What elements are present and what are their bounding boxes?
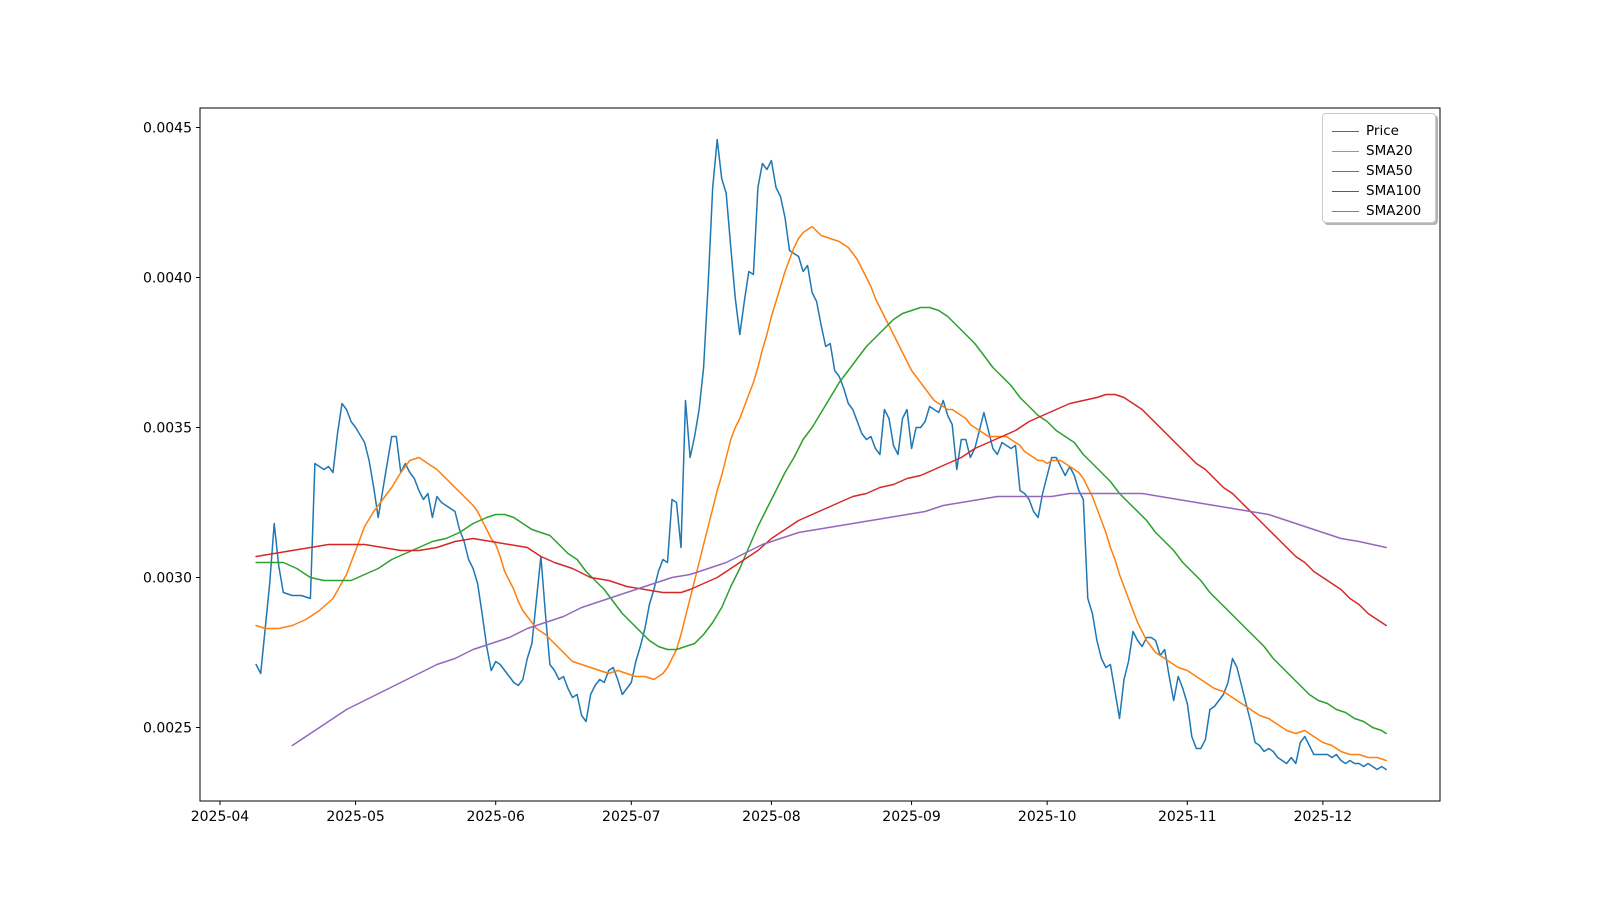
series-line-sma200 — [291, 492, 1387, 747]
legend-entry-sma200: SMA200 — [1332, 201, 1425, 221]
x-tick-label: 2025-12 — [1294, 809, 1353, 825]
legend-box: Price SMA20 SMA50 SMA100 SMA200 — [1322, 113, 1436, 223]
legend-line-sample-sma20 — [1332, 150, 1359, 152]
x-tick-label: 2025-10 — [1018, 809, 1077, 825]
series-line-sma50 — [255, 306, 1387, 735]
y-tick-label: 0.0035 — [143, 421, 192, 437]
legend-label: SMA200 — [1366, 203, 1422, 219]
legend-label: SMA20 — [1366, 143, 1413, 159]
y-tick-label: 0.0030 — [143, 571, 192, 587]
legend-label: Price — [1366, 123, 1399, 139]
series-line-sma20 — [255, 225, 1387, 762]
y-tick-label: 0.0025 — [143, 721, 192, 737]
legend-line-sample-price — [1332, 130, 1359, 132]
x-tick-label: 2025-09 — [882, 809, 941, 825]
plot-frame — [199, 107, 1441, 802]
legend-entry-sma50: SMA50 — [1332, 161, 1425, 181]
series-line-sma100 — [255, 393, 1387, 627]
legend-line-sample-sma200 — [1332, 210, 1359, 212]
x-tick-label: 2025-07 — [602, 809, 661, 825]
x-tick-label: 2025-06 — [466, 809, 525, 825]
x-tick-label: 2025-08 — [742, 809, 801, 825]
legend-line-sample-sma50 — [1332, 170, 1359, 172]
x-tick-label: 2025-05 — [326, 809, 385, 825]
legend-entry-price: Price — [1332, 121, 1425, 141]
legend-entry-sma20: SMA20 — [1332, 141, 1425, 161]
x-tick-label: 2025-11 — [1158, 809, 1217, 825]
legend-label: SMA100 — [1366, 183, 1422, 199]
series-line-price — [255, 138, 1387, 771]
legend-label: SMA50 — [1366, 163, 1413, 179]
y-tick-label: 0.0040 — [143, 271, 192, 287]
legend-entry-sma100: SMA100 — [1332, 181, 1425, 201]
legend-line-sample-sma100 — [1332, 190, 1359, 192]
y-tick-label: 0.0045 — [143, 121, 192, 137]
x-tick-label: 2025-04 — [191, 809, 250, 825]
